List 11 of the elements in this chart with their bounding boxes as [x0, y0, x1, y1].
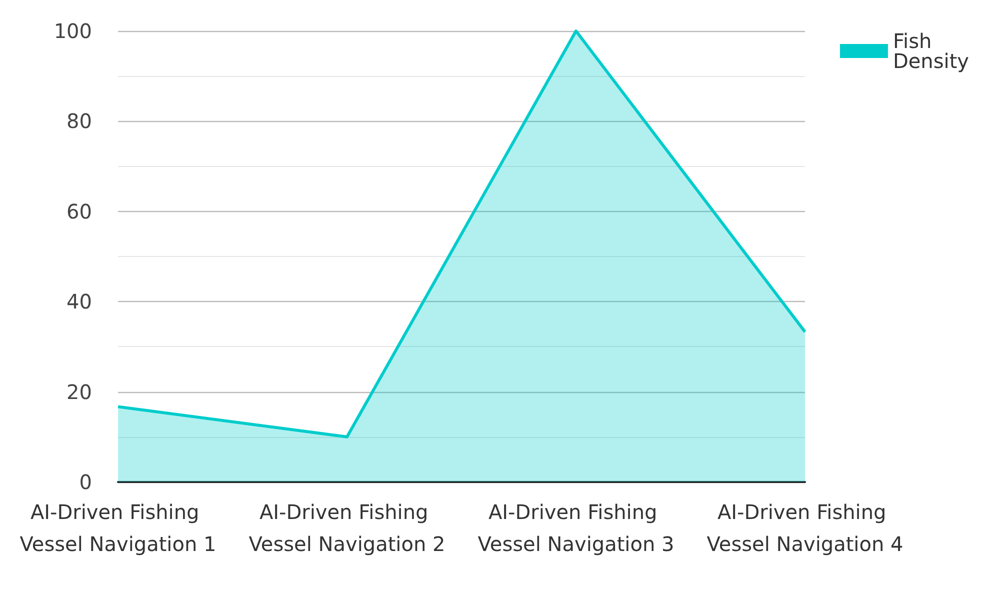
y-tick-label: 60 — [66, 199, 92, 224]
x-tick-label: AI-Driven Fishing Vessel Navigation 4 — [706, 500, 904, 556]
y-tick-label: 80 — [66, 109, 92, 134]
x-tick-label: AI-Driven Fishing Vessel Navigation 3 — [478, 500, 674, 556]
x-tick-label: AI-Driven Fishing Vessel Navigation 2 — [248, 500, 446, 556]
y-tick-label: 40 — [66, 290, 92, 314]
y-tick-label: 0 — [79, 470, 92, 494]
legend-label: Fish Density — [892, 29, 970, 73]
y-tick-label: 20 — [66, 380, 92, 404]
y-tick-label: 100 — [54, 19, 92, 43]
x-tick-label: AI-Driven Fishing Vessel Navigation 1 — [20, 500, 216, 556]
